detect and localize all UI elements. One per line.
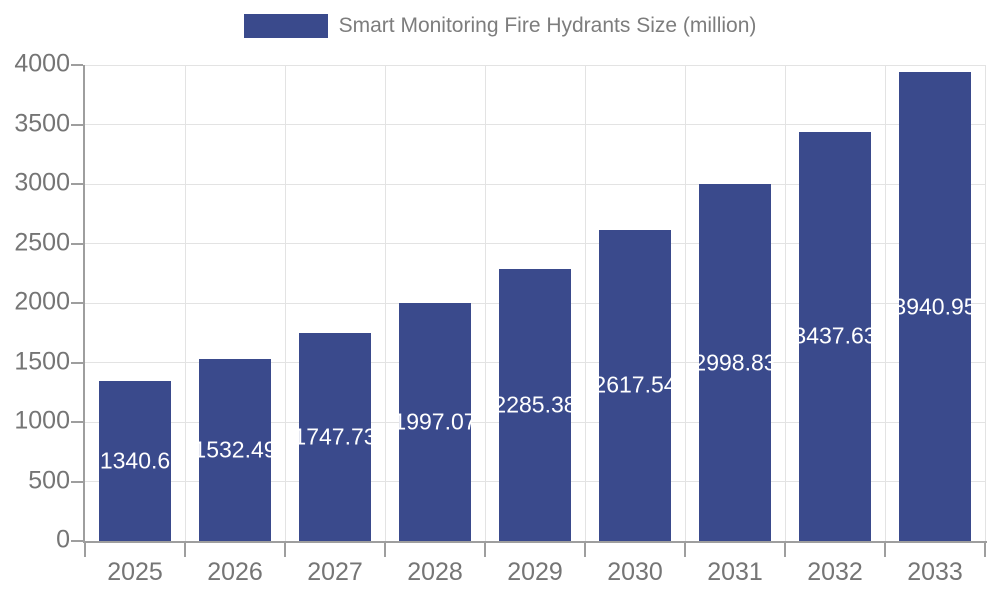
x-tick-label: 2028: [407, 558, 463, 586]
x-tick-label: 2030: [607, 558, 663, 586]
x-axis-tick: [184, 541, 186, 557]
bar-value-label: 1340.6: [99, 447, 171, 474]
bar: 2285.38: [493, 269, 577, 541]
y-tick-label: 500: [28, 465, 70, 494]
bar: 2998.83: [693, 184, 777, 541]
x-axis-tick: [884, 541, 886, 557]
y-axis-tick: [71, 540, 83, 542]
x-axis-tick: [584, 541, 586, 557]
x-tick-label: 2026: [207, 558, 263, 586]
y-axis-tick: [71, 361, 83, 364]
h-gridline: [85, 64, 985, 66]
x-tick-label: 2025: [107, 558, 163, 586]
y-axis-tick: [71, 242, 83, 245]
legend-swatch[interactable]: [243, 14, 328, 38]
bar-value-label: 1532.49: [193, 436, 277, 463]
plot-area: 0 500 1000 1500 2000 2500 3000 3500 4000 1340.6 20…: [14, 49, 987, 586]
v-gridline: [684, 65, 686, 541]
v-gridline: [384, 65, 386, 541]
bar-value-label: 1997.07: [393, 408, 477, 435]
v-gridline: [584, 65, 586, 541]
x-tick-label: 2032: [807, 558, 863, 586]
x-tick-label: 2031: [707, 558, 763, 586]
bar: 3437.63: [793, 131, 877, 541]
bar-value-label: 3940.95: [893, 293, 977, 320]
bar: 1997.07: [393, 303, 477, 541]
h-gridline: [85, 183, 985, 185]
y-tick-label: 4000: [14, 49, 70, 78]
x-axis-line: [83, 541, 987, 543]
h-gridline: [85, 243, 985, 244]
bar: 1340.6: [99, 381, 171, 541]
y-tick-label: 3000: [14, 168, 70, 197]
x-axis-tick: [384, 541, 386, 557]
y-axis-tick: [71, 302, 83, 304]
h-gridline: [85, 124, 985, 125]
x-axis-tick: [284, 541, 286, 557]
y-tick-label: 0: [56, 525, 70, 554]
y-tick-label: 1000: [14, 406, 70, 435]
bar: 1532.49: [193, 358, 277, 541]
bar-value-label: 2617.54: [593, 371, 677, 398]
v-gridline: [784, 65, 786, 541]
x-axis-tick: [484, 541, 486, 557]
v-gridline: [884, 65, 886, 541]
y-tick-label: 2500: [14, 227, 70, 256]
bar: 3940.95: [893, 72, 977, 541]
x-axis-tick: [684, 541, 686, 557]
bar-value-label: 2998.83: [693, 349, 777, 376]
x-tick-label: 2029: [507, 558, 563, 586]
y-tick-label: 1500: [14, 346, 70, 375]
x-tick-label: 2027: [307, 558, 363, 586]
x-axis-tick: [784, 541, 786, 557]
v-gridline: [284, 65, 286, 541]
v-gridline: [984, 65, 986, 541]
x-axis-tick: [984, 541, 986, 557]
y-axis-tick: [71, 421, 83, 423]
bar-value-label: 1747.73: [293, 423, 377, 450]
v-gridline: [184, 65, 186, 541]
bar-value-label: 2285.38: [493, 391, 577, 418]
bar-value-label: 3437.63: [793, 322, 877, 349]
bar: 1747.73: [293, 333, 377, 541]
y-tick-label: 3500: [14, 108, 70, 137]
y-axis-line: [83, 65, 85, 541]
y-axis-tick: [71, 64, 83, 66]
bar: 2617.54: [593, 229, 677, 541]
y-axis-tick: [71, 183, 83, 185]
y-axis-tick: [71, 123, 83, 126]
x-axis-tick: [84, 541, 86, 557]
legend-label[interactable]: Smart Monitoring Fire Hydrants Size (mil…: [338, 14, 757, 37]
y-tick-label: 2000: [14, 287, 70, 316]
y-axis-tick: [71, 480, 83, 483]
legend: Smart Monitoring Fire Hydrants Size (mil…: [0, 14, 1000, 38]
x-tick-label: 2033: [907, 558, 963, 586]
v-gridline: [484, 65, 486, 541]
